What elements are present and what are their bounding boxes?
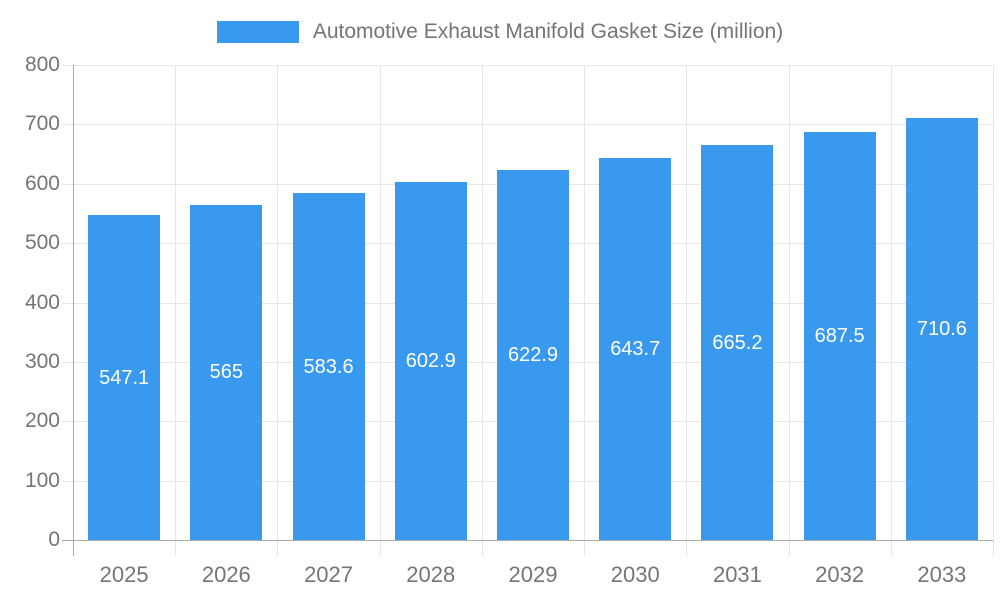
bar[interactable] <box>292 193 365 540</box>
y-axis-tick-label: 500 <box>24 231 60 255</box>
y-axis-tick-label: 700 <box>24 112 60 136</box>
bar-value-label: 602.9 <box>405 350 456 372</box>
gridline-vertical <box>993 65 994 540</box>
x-axis-tick <box>481 540 483 556</box>
bar-value-label: 687.5 <box>814 324 865 347</box>
y-axis-tick-label: 300 <box>24 349 60 373</box>
bar-value-label: 547.1 <box>99 366 150 389</box>
gridline-vertical <box>481 65 483 540</box>
x-axis-tick <box>890 540 892 556</box>
y-axis-line <box>73 65 74 556</box>
bar[interactable] <box>497 170 569 540</box>
bar-value-label: 643.7 <box>610 337 661 360</box>
x-axis-category-label: 2030 <box>610 562 660 587</box>
gridline-horizontal <box>62 124 993 126</box>
gridline-vertical <box>277 65 279 540</box>
bar-value-label: 583.6 <box>303 355 354 378</box>
y-axis-tick-label: 600 <box>24 171 60 195</box>
y-axis-tick-label: 200 <box>24 409 60 433</box>
x-axis-tick <box>584 540 586 556</box>
x-axis-category-label: 2026 <box>201 562 251 587</box>
bar[interactable] <box>803 131 876 540</box>
gridline-horizontal <box>62 65 993 66</box>
x-axis-category-label: 2033 <box>917 562 967 587</box>
bar-value-label: 622.9 <box>507 344 559 367</box>
x-axis-category-label: 2028 <box>406 562 456 587</box>
bar[interactable] <box>599 157 672 540</box>
bar[interactable] <box>88 215 161 540</box>
bar[interactable] <box>394 182 467 540</box>
bar-value-label: 665.2 <box>712 331 763 354</box>
x-axis-line <box>62 540 993 541</box>
y-axis-tick-label: 800 <box>24 53 60 76</box>
gridline-vertical <box>788 65 790 540</box>
y-axis-tick-label: 400 <box>24 290 60 314</box>
bar[interactable] <box>701 145 774 540</box>
x-axis-tick <box>993 540 994 556</box>
gridline-vertical <box>584 65 586 540</box>
legend-label: Automotive Exhaust Manifold Gasket Size … <box>312 20 784 43</box>
x-axis-tick <box>686 540 688 556</box>
bar[interactable] <box>905 118 978 540</box>
gridline-vertical <box>890 65 892 540</box>
y-axis-tick-label: 100 <box>24 468 60 492</box>
x-axis-category-label: 2031 <box>712 562 762 587</box>
gridline-vertical <box>379 65 381 540</box>
x-axis-tick <box>175 540 177 556</box>
x-axis-tick <box>379 540 381 556</box>
bar-value-label: 565 <box>209 361 244 384</box>
bar[interactable] <box>190 204 263 540</box>
x-axis-category-label: 2029 <box>508 562 558 587</box>
x-axis-tick <box>277 540 279 556</box>
y-axis-tick-label: 0 <box>48 528 60 551</box>
x-axis-category-label: 2027 <box>304 562 354 587</box>
bar-value-label: 710.6 <box>916 318 967 341</box>
x-axis-category-label: 2025 <box>99 562 149 587</box>
gridline-vertical <box>686 65 688 540</box>
chart-legend[interactable]: Automotive Exhaust Manifold Gasket Size … <box>0 20 1000 44</box>
gridline-vertical <box>175 65 177 540</box>
x-axis-category-label: 2032 <box>815 562 865 587</box>
legend-swatch <box>216 21 299 43</box>
x-axis-tick <box>788 540 790 556</box>
